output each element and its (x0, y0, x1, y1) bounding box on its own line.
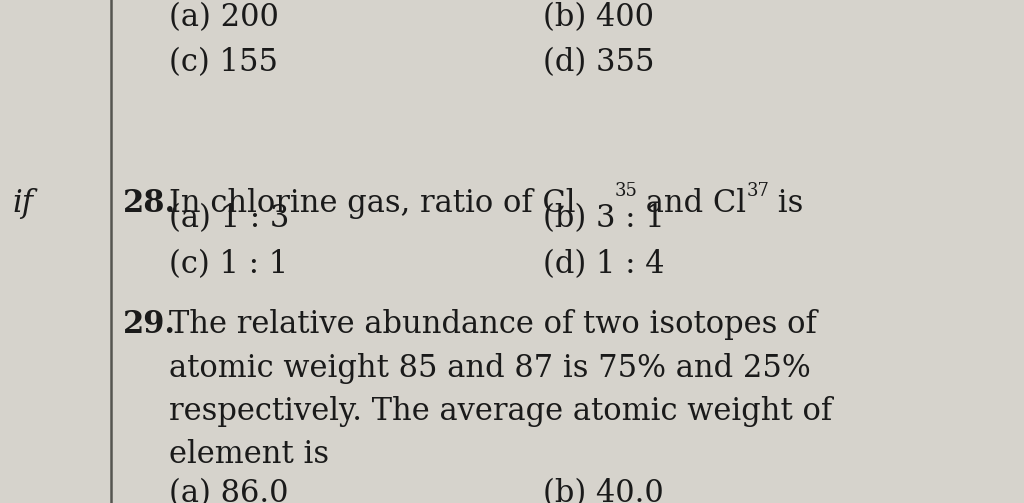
Text: is: is (768, 188, 803, 219)
Text: 37: 37 (746, 182, 770, 200)
Text: (b) 40.0: (b) 40.0 (543, 478, 664, 503)
Text: (b) 3 : 1: (b) 3 : 1 (543, 203, 665, 234)
Text: 29.: 29. (123, 309, 176, 340)
Text: (d) 1 : 4: (d) 1 : 4 (543, 248, 665, 280)
Text: (b) 400: (b) 400 (543, 2, 653, 33)
Text: and Cl: and Cl (636, 188, 745, 219)
Text: In chlorine gas, ratio of Cl: In chlorine gas, ratio of Cl (169, 188, 575, 219)
Text: 35: 35 (614, 182, 638, 200)
Text: (d) 355: (d) 355 (543, 47, 654, 78)
Text: respectively. The average atomic weight of: respectively. The average atomic weight … (169, 396, 833, 427)
Text: element is: element is (169, 439, 329, 470)
Text: (a) 200: (a) 200 (169, 2, 279, 33)
Text: if: if (12, 188, 34, 219)
Text: atomic weight 85 and 87 is 75% and 25%: atomic weight 85 and 87 is 75% and 25% (169, 353, 811, 384)
Text: (a) 1 : 3: (a) 1 : 3 (169, 203, 290, 234)
Text: The relative abundance of two isotopes of: The relative abundance of two isotopes o… (169, 309, 817, 340)
Text: (c) 1 : 1: (c) 1 : 1 (169, 248, 288, 280)
Text: (a) 86.0: (a) 86.0 (169, 478, 289, 503)
Text: 28.: 28. (123, 188, 176, 219)
Text: (c) 155: (c) 155 (169, 47, 278, 78)
